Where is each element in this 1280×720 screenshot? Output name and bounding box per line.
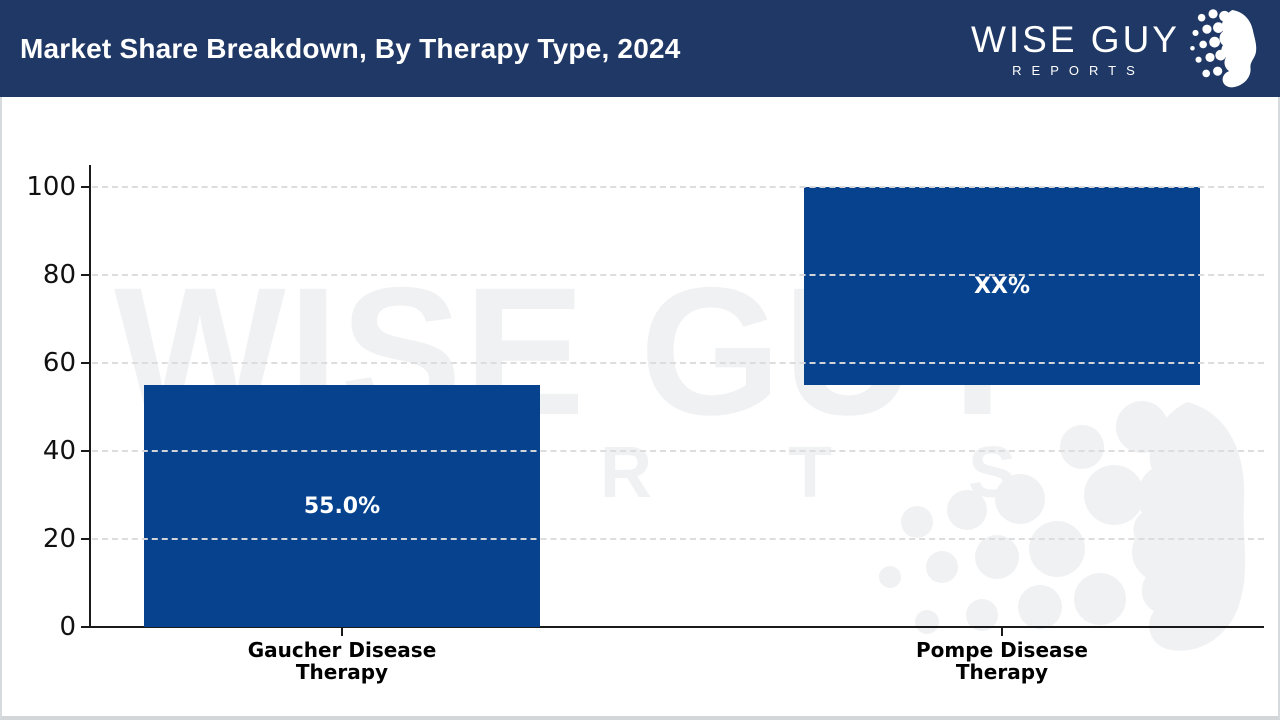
face-dots-icon [1190, 8, 1257, 87]
y-tick-label: 40 [42, 436, 76, 466]
logo-subtitle: REPORTS [1012, 62, 1145, 78]
y-axis-tick [81, 450, 89, 452]
page-title: Market Share Breakdown, By Therapy Type,… [20, 32, 681, 64]
y-axis-tick [81, 538, 89, 540]
logo-wordmark: WISE GUY [970, 18, 1180, 60]
x-tick-label: Gaucher Disease Therapy [247, 638, 437, 684]
x-tick-label: Pompe Disease Therapy [916, 638, 1088, 684]
chart-canvas: WISE GUY R T S 55.0% XX% 0 20 40 60 80 100 Gauch… [0, 97, 1280, 720]
gridline [92, 450, 1264, 452]
bar: XX% [804, 187, 1200, 385]
y-axis-tick [81, 186, 89, 188]
y-axis-line [89, 165, 91, 627]
gridline [92, 362, 1264, 364]
y-axis-tick [81, 362, 89, 364]
y-tick-label: 80 [42, 260, 76, 290]
x-axis-tick [341, 628, 343, 636]
y-tick-label: 100 [26, 172, 76, 202]
bar-value-label: 55.0% [303, 493, 381, 519]
x-axis-tick [1001, 628, 1003, 636]
bar-value-label: XX% [974, 273, 1030, 299]
gridline [92, 274, 1264, 276]
x-axis-line [89, 626, 1264, 628]
gridline [92, 186, 1264, 188]
header-bar: Market Share Breakdown, By Therapy Type,… [0, 0, 1280, 97]
wiseguy-logo-text: WISE GUY REPORTS [971, 21, 1180, 77]
y-tick-label: 60 [42, 348, 76, 378]
bar: 55.0% [144, 385, 540, 627]
wiseguy-logo: WISE GUY REPORTS [971, 7, 1262, 91]
y-axis-tick [81, 274, 89, 276]
y-tick-label: 0 [59, 612, 76, 642]
plot-area: 55.0% XX% 0 20 40 60 80 100 Gaucher Disease Thera… [2, 97, 1278, 716]
y-axis-tick [81, 626, 89, 628]
y-tick-label: 20 [42, 524, 76, 554]
gridline [92, 538, 1264, 540]
